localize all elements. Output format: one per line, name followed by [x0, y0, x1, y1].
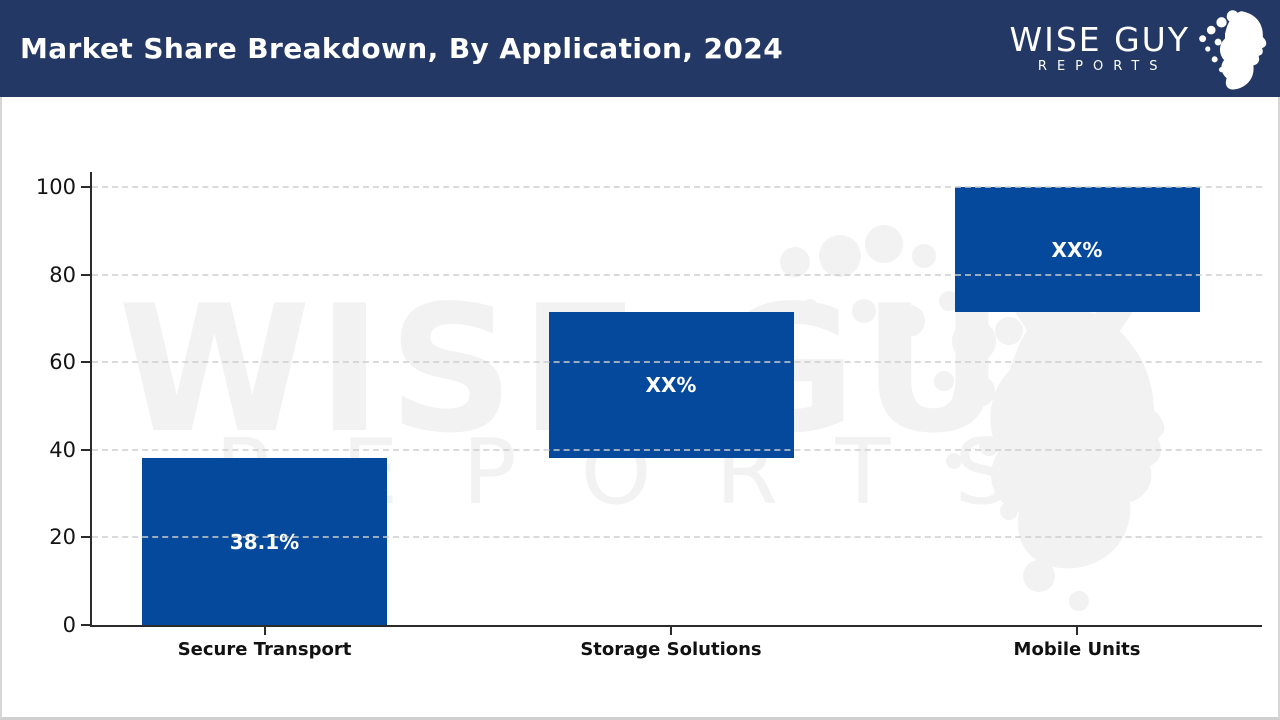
bar-2: XX%: [954, 187, 1200, 313]
x-tick-label-1: Storage Solutions: [580, 639, 762, 660]
y-tick-label-20: 20: [49, 525, 76, 550]
y-tick-mark-80: [81, 273, 90, 276]
y-tick-mark-0: [81, 624, 90, 626]
page-title: Market Share Breakdown, By Application, …: [20, 32, 784, 65]
wise-guy-head-icon: [1199, 9, 1267, 90]
y-tick-label-80: 80: [49, 262, 76, 287]
watermark-head-icon: [780, 225, 1165, 611]
x-tick-mark-2: [1076, 627, 1078, 635]
gridline-20: [92, 536, 1262, 539]
gridline-60: [92, 361, 1262, 364]
gridline-80: [92, 273, 1262, 276]
header-bar: Market Share Breakdown, By Application, …: [0, 0, 1280, 97]
wise-guy-logo: WISE GUY REPORTS: [1009, 6, 1270, 92]
x-tick-label-2: Mobile Units: [1013, 639, 1141, 660]
logo-brand-subtitle: REPORTS: [1037, 59, 1168, 74]
x-axis-line: [90, 625, 1262, 627]
y-tick-mark-20: [81, 536, 90, 539]
gridline-40: [92, 448, 1262, 451]
y-tick-label-40: 40: [49, 437, 76, 462]
bar-value-label: XX%: [645, 373, 697, 398]
y-tick-label-100: 100: [35, 175, 76, 199]
x-tick-label-0: Secure Transport: [177, 639, 352, 660]
gridline-100: [92, 186, 1262, 188]
x-tick-mark-0: [263, 627, 266, 635]
logo-brand-name: WISE GUY: [1009, 20, 1190, 59]
bar-0: 38.1%: [142, 458, 387, 625]
y-axis-line: [90, 172, 92, 627]
y-tick-mark-40: [81, 448, 90, 451]
y-tick-label-60: 60: [49, 350, 76, 375]
y-tick-mark-60: [81, 361, 90, 364]
bar-1: XX%: [548, 312, 794, 459]
bar-value-label: XX%: [1051, 237, 1103, 262]
y-tick-label-0: 0: [62, 613, 76, 637]
wise-guy-logo-text: WISE GUY REPORTS: [1009, 23, 1190, 74]
x-tick-mark-1: [670, 627, 672, 635]
bar-value-label: 38.1%: [229, 529, 300, 554]
y-tick-mark-100: [81, 186, 90, 188]
